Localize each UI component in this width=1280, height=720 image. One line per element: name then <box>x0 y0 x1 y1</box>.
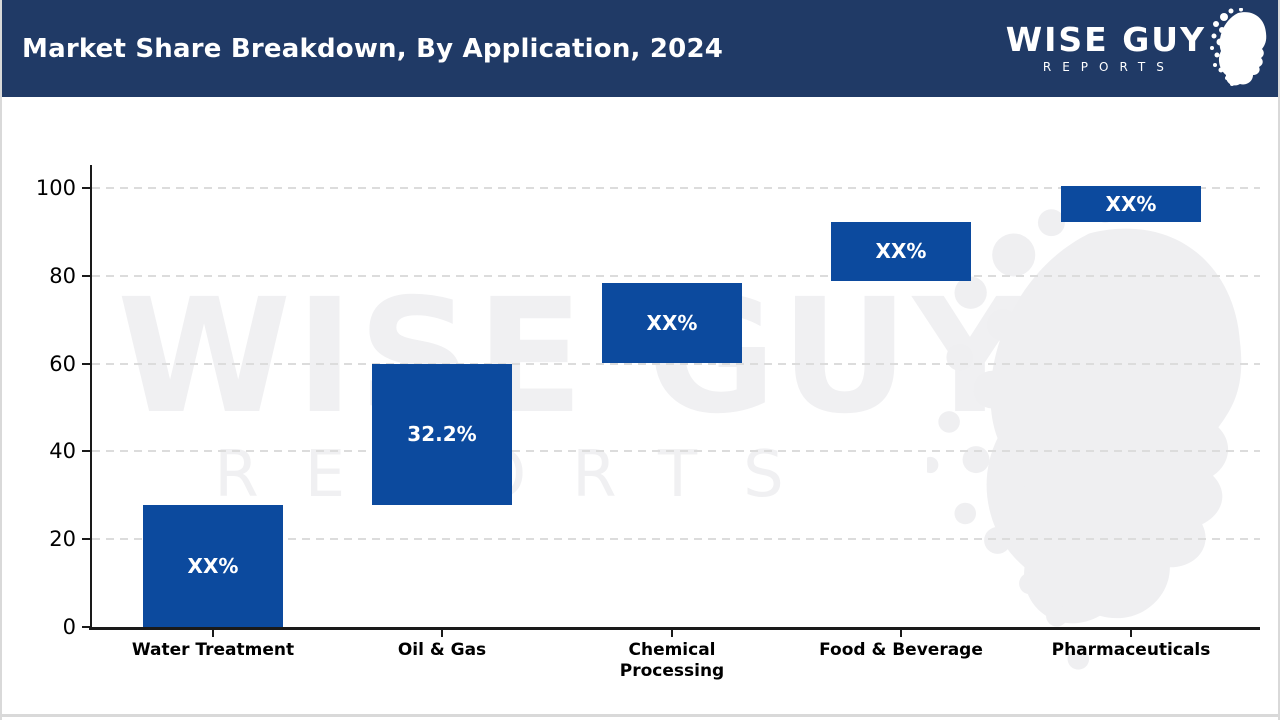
x-tick <box>212 630 214 637</box>
bar-value-label: XX% <box>875 239 927 264</box>
y-tick-label: 100 <box>35 176 76 200</box>
y-tick-label: 40 <box>49 439 76 464</box>
gridline <box>92 274 1260 277</box>
x-tick-label-food-beverage: Food & Beverage <box>819 640 983 660</box>
wiseguy-logo: WISE GUY REPORTS <box>1005 7 1270 90</box>
bar-value-label: XX% <box>187 553 239 578</box>
y-tick <box>82 274 90 277</box>
y-tick-label: 0 <box>62 615 76 639</box>
y-tick <box>82 362 90 365</box>
logo-head-icon <box>1210 7 1267 86</box>
bar-food-beverage: XX% <box>831 221 971 282</box>
y-tick-label: 60 <box>49 351 76 376</box>
bar-value-label: 32.2% <box>407 422 477 447</box>
gridline <box>92 538 1260 541</box>
y-axis-line <box>90 165 92 630</box>
gridline <box>92 362 1260 365</box>
x-tick <box>1130 630 1132 637</box>
y-tick <box>82 450 90 453</box>
bar-pharmaceuticals: XX% <box>1061 186 1201 222</box>
x-tick-label-water-treatment: Water Treatment <box>131 640 295 660</box>
y-tick-label: 20 <box>49 527 76 552</box>
bottom-rule <box>2 714 1278 717</box>
header: Market Share Breakdown, By Application, … <box>2 0 1278 97</box>
bar-value-label: XX% <box>1105 192 1157 216</box>
x-tick <box>441 630 443 637</box>
logo-wordmark: WISE GUY REPORTS <box>1005 20 1206 75</box>
bar-chemical-processing: XX% <box>602 282 742 364</box>
bar-oil-gas: 32.2% <box>372 363 512 505</box>
x-tick <box>671 630 673 637</box>
x-tick-label-oil-gas: Oil & Gas <box>397 640 487 660</box>
logo-name: WISE GUY <box>1005 20 1206 59</box>
bar-value-label: XX% <box>646 310 698 335</box>
gridline <box>92 450 1260 453</box>
x-tick-label-pharmaceuticals: Pharmaceuticals <box>1051 640 1211 660</box>
y-tick <box>82 538 90 541</box>
x-tick <box>900 630 902 637</box>
bar-water-treatment: XX% <box>143 504 283 627</box>
y-tick-label: 80 <box>49 263 76 288</box>
y-tick <box>82 187 90 189</box>
y-tick <box>82 626 90 628</box>
x-tick-label-chemical-processing: Chemical Processing <box>619 640 725 681</box>
gridline <box>92 187 1260 189</box>
logo-subtitle: REPORTS <box>1042 60 1175 74</box>
chart-title: Market Share Breakdown, By Application, … <box>22 33 724 64</box>
x-axis-line <box>89 627 1260 630</box>
